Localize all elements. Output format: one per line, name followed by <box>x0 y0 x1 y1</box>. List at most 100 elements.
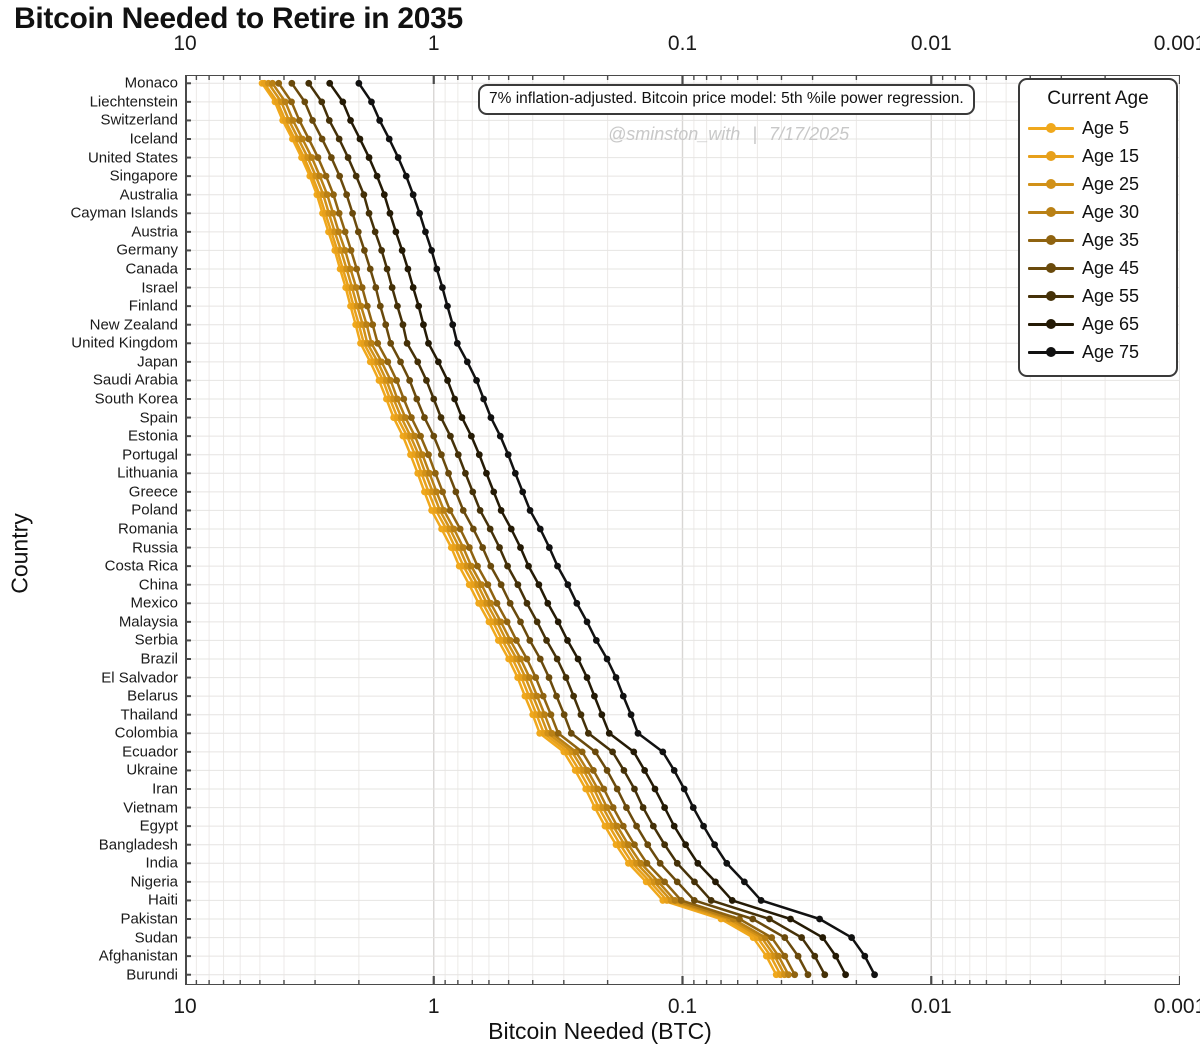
series-age-45 <box>288 79 812 979</box>
data-point <box>343 191 351 199</box>
data-point <box>341 228 349 236</box>
data-point <box>356 135 364 143</box>
legend-entry[interactable]: Age 15 <box>1028 142 1168 170</box>
data-point <box>413 395 421 403</box>
y-tick-label: Mexico <box>130 594 178 612</box>
y-tick-label: Serbia <box>134 631 178 649</box>
data-point <box>394 302 401 310</box>
data-point <box>417 432 424 440</box>
data-point <box>403 339 411 347</box>
data-point <box>433 488 440 496</box>
data-point <box>353 265 361 273</box>
data-point <box>387 339 395 347</box>
data-point <box>316 172 324 180</box>
data-point <box>670 822 678 830</box>
y-tick-label: India <box>145 854 178 872</box>
data-point <box>781 934 789 941</box>
data-point <box>326 79 334 87</box>
legend-label: Age 55 <box>1082 285 1140 306</box>
data-point <box>440 507 448 514</box>
legend-entry[interactable]: Age 75 <box>1028 338 1168 366</box>
y-tick-label: Colombia <box>114 724 178 742</box>
legend-label: Age 25 <box>1082 173 1140 194</box>
series-age-75 <box>355 79 878 979</box>
data-point <box>532 674 540 681</box>
x-tick-label-bottom: 0.01 <box>910 995 952 1018</box>
data-point <box>445 469 452 477</box>
data-point <box>639 804 647 811</box>
data-point <box>504 562 511 570</box>
data-point <box>740 878 748 886</box>
y-tick-label: Russia <box>132 539 178 557</box>
data-point <box>497 507 505 514</box>
x-tick-label-bottom: 0.001 <box>1153 995 1200 1018</box>
y-axis-title: Country <box>6 513 33 594</box>
data-point <box>603 804 611 811</box>
legend-entry[interactable]: Age 5 <box>1028 114 1168 142</box>
data-point <box>619 822 627 830</box>
data-point <box>656 859 664 867</box>
data-point <box>625 841 632 849</box>
data-point <box>517 655 525 663</box>
legend-entry[interactable]: Age 45 <box>1028 254 1168 282</box>
y-tick-label: Greece <box>128 483 178 501</box>
data-point <box>590 767 597 774</box>
data-point <box>609 748 616 756</box>
data-point <box>384 358 392 366</box>
data-point <box>305 79 313 87</box>
legend-entry[interactable]: Age 30 <box>1028 198 1168 226</box>
grid-major-vertical <box>185 75 1180 985</box>
y-tick-label: New Zealand <box>89 316 178 334</box>
legend-label: Age 45 <box>1082 257 1140 278</box>
data-point <box>659 748 667 756</box>
data-point <box>487 599 495 607</box>
data-point <box>361 247 368 254</box>
data-point <box>363 302 371 310</box>
x-tick-label-top: 0.01 <box>910 32 952 55</box>
legend-label: Age 15 <box>1082 145 1140 166</box>
legend-label: Age 75 <box>1082 341 1140 362</box>
watermark-date: 7/17/2025 <box>769 124 850 144</box>
data-point <box>400 395 408 403</box>
data-point <box>535 581 543 589</box>
data-point <box>281 98 289 106</box>
data-point <box>463 358 471 366</box>
data-point <box>474 562 481 570</box>
data-point <box>496 432 504 440</box>
legend-entry[interactable]: Age 55 <box>1028 282 1168 310</box>
data-point <box>423 377 430 384</box>
data-point <box>387 377 395 384</box>
x-tick-label-top: 0.1 <box>667 32 698 55</box>
legend-key-icon <box>1028 231 1074 249</box>
data-point <box>536 655 544 663</box>
series-age-15 <box>260 79 784 979</box>
data-point <box>526 507 534 514</box>
legend-entry[interactable]: Age 65 <box>1028 310 1168 338</box>
data-point <box>620 767 628 774</box>
data-point <box>419 451 426 459</box>
data-point <box>357 302 365 310</box>
data-point <box>533 618 541 626</box>
data-point <box>523 655 531 663</box>
data-point <box>728 897 736 904</box>
data-point <box>373 172 381 180</box>
y-tick-label: Portugal <box>122 446 178 464</box>
data-point <box>637 859 645 867</box>
data-point <box>682 841 689 849</box>
data-point <box>347 117 354 124</box>
data-point <box>487 414 495 421</box>
data-point <box>578 748 586 756</box>
legend-key-icon <box>1028 203 1074 221</box>
data-point <box>517 618 524 626</box>
data-point <box>707 897 715 904</box>
data-point <box>425 339 432 347</box>
data-point <box>365 209 373 217</box>
data-point <box>358 284 366 291</box>
y-tick-label: Spain <box>139 409 178 427</box>
legend-entry[interactable]: Age 25 <box>1028 170 1168 198</box>
data-point <box>673 859 681 867</box>
legend-key-icon <box>1028 259 1074 277</box>
y-tick-label: Belarus <box>127 687 178 705</box>
legend-entry[interactable]: Age 35 <box>1028 226 1168 254</box>
y-tick-label: Haiti <box>147 891 178 909</box>
